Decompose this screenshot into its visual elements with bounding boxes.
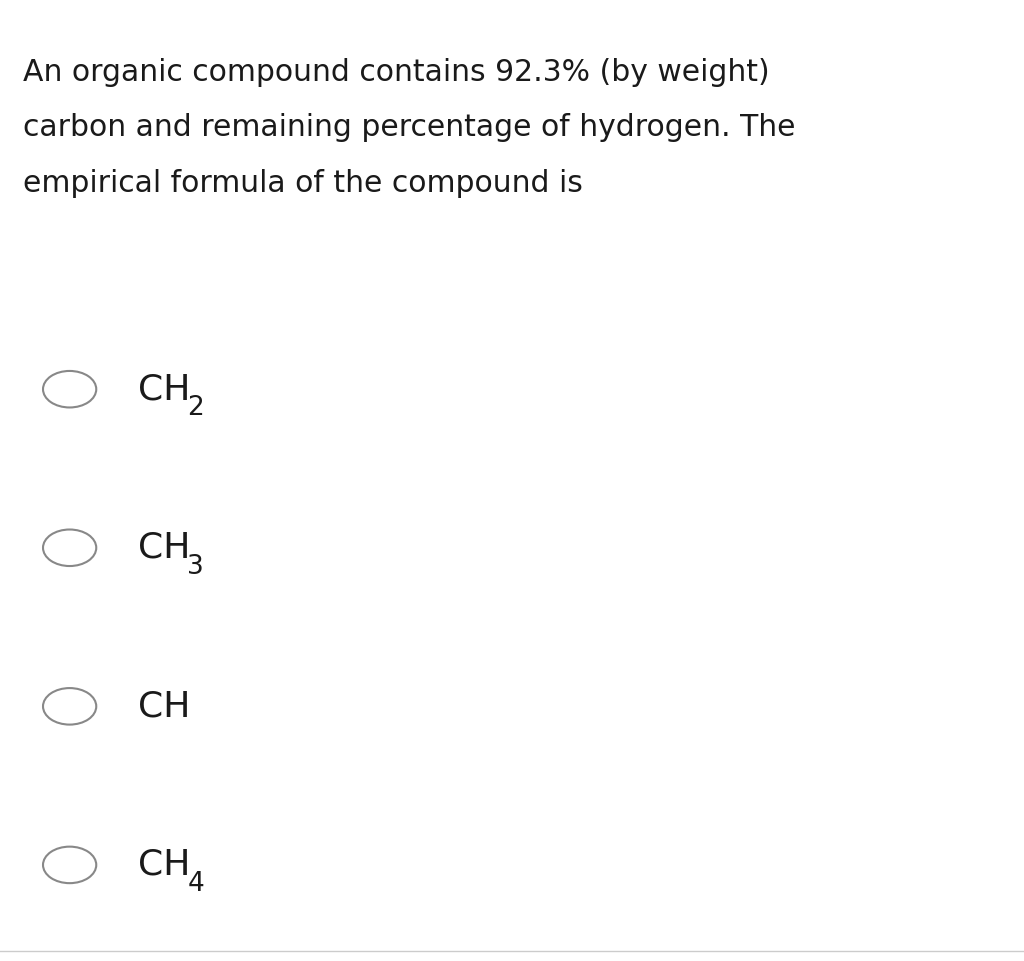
- Ellipse shape: [43, 371, 96, 407]
- Text: An organic compound contains 92.3% (by weight): An organic compound contains 92.3% (by w…: [23, 58, 769, 86]
- Text: carbon and remaining percentage of hydrogen. The: carbon and remaining percentage of hydro…: [23, 113, 795, 142]
- Text: empirical formula of the compound is: empirical formula of the compound is: [23, 169, 583, 198]
- Ellipse shape: [43, 688, 96, 725]
- Text: 2: 2: [187, 395, 204, 422]
- Ellipse shape: [43, 530, 96, 566]
- Text: CH: CH: [138, 848, 190, 882]
- Text: CH: CH: [138, 530, 190, 565]
- Text: CH: CH: [138, 689, 190, 724]
- Ellipse shape: [43, 847, 96, 883]
- Text: CH: CH: [138, 372, 190, 407]
- Text: 4: 4: [187, 871, 204, 898]
- Text: 3: 3: [187, 554, 204, 580]
